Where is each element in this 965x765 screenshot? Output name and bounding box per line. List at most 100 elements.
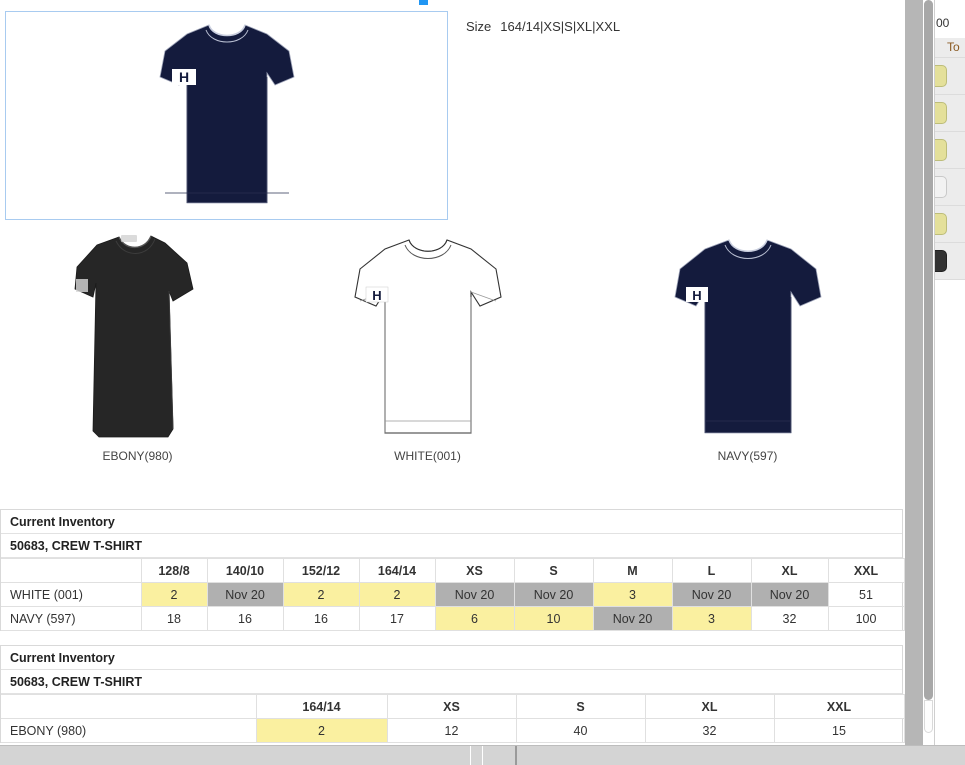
list-item[interactable] — [935, 95, 965, 132]
inventory-2-grid: 164/14 XS S XL XXL EBONY (980) 2 12 40 3… — [1, 694, 905, 743]
inventory-1-title: Current Inventory — [1, 510, 902, 534]
inventory-1-header-row: 128/8 140/10 152/12 164/14 XS S M L XL X… — [1, 558, 905, 583]
cell-navy-xs[interactable]: 6 — [434, 606, 515, 631]
cell-white-l[interactable]: Nov 20 — [671, 582, 752, 607]
thumbnail-ebony-caption: EBONY(980) — [102, 449, 173, 463]
inventory-1-subtitle: 50683, CREW T-SHIRT — [1, 534, 902, 558]
cell-white-s[interactable]: Nov 20 — [513, 582, 594, 607]
cell-navy-xl[interactable]: 32 — [750, 606, 829, 631]
inventory-table-1: Current Inventory 50683, CREW T-SHIRT 12… — [0, 509, 905, 631]
row-label-navy: NAVY (597) — [1, 606, 142, 631]
col-head-164-14: 164/14 — [358, 558, 436, 583]
list-item[interactable] — [935, 169, 965, 206]
adjacent-panel-partial: 00 To — [934, 0, 965, 745]
inventory-1-grid: 128/8 140/10 152/12 164/14 XS S M L XL X… — [1, 558, 905, 631]
status-badge — [935, 176, 947, 198]
cell-navy-l[interactable]: 3 — [671, 606, 752, 631]
svg-text:H: H — [178, 69, 188, 85]
size-label: Size — [466, 19, 492, 34]
cell-navy-152-12[interactable]: 16 — [282, 606, 360, 631]
cell-white-xl[interactable]: Nov 20 — [750, 582, 829, 607]
col-head-xs: XS — [434, 558, 515, 583]
panel-partial-header: To — [935, 38, 965, 58]
scrollbar-thumb[interactable] — [924, 0, 933, 700]
thumbnail-navy-caption: NAVY(597) — [717, 449, 778, 463]
col-head-l: L — [671, 558, 752, 583]
cell-ebony-164-14[interactable]: 2 — [255, 718, 388, 743]
content-vertical-scrollbar[interactable] — [923, 0, 934, 745]
inventory-table-2: Current Inventory 50683, CREW T-SHIRT 16… — [0, 645, 905, 743]
status-badge — [935, 213, 947, 235]
hscroll-divider-3 — [515, 746, 517, 765]
row-label-white: WHITE (001) — [1, 582, 142, 607]
status-badge — [935, 65, 947, 87]
size-value: 164/14|XS|S|XL|XXL — [500, 19, 621, 34]
table-row: EBONY (980) 2 12 40 32 15 — [1, 718, 905, 743]
col-head-128-8: 128/8 — [140, 558, 208, 583]
image-selection-marker — [419, 0, 428, 5]
col2-head-xl: XL — [644, 694, 775, 719]
featured-product-image: H — [157, 17, 297, 215]
hscroll-segment-mid1[interactable] — [471, 746, 482, 765]
cell-white-152-12[interactable]: 2 — [282, 582, 360, 607]
list-item[interactable] — [935, 58, 965, 95]
hscroll-divider-2 — [482, 746, 483, 765]
col-head-xxl: XXL — [827, 558, 905, 583]
cell-navy-s[interactable]: 10 — [513, 606, 594, 631]
cell-ebony-xs[interactable]: 12 — [386, 718, 517, 743]
cell-white-xxl[interactable]: 51 — [827, 582, 905, 607]
window-chrome-right — [905, 0, 923, 745]
col-head-m: M — [592, 558, 673, 583]
hscroll-segment-left[interactable] — [0, 746, 470, 765]
svg-text:H: H — [372, 288, 381, 303]
col-head-xl: XL — [750, 558, 829, 583]
cell-white-xs[interactable]: Nov 20 — [434, 582, 515, 607]
cell-navy-128-8[interactable]: 18 — [140, 606, 208, 631]
color-variant-thumbnails: EBONY(980) H WHITE(001) — [0, 228, 905, 478]
cell-navy-m[interactable]: Nov 20 — [592, 606, 673, 631]
col2-head-xxl: XXL — [773, 694, 905, 719]
cell-white-164-14[interactable]: 2 — [358, 582, 436, 607]
thumbnail-navy[interactable]: H NAVY(597) — [650, 228, 845, 463]
list-item[interactable] — [935, 132, 965, 169]
table-row: WHITE (001) 2 Nov 20 2 2 Nov 20 Nov 20 3… — [1, 582, 905, 607]
featured-product-image-box[interactable]: H — [5, 11, 448, 220]
hscroll-segment-right[interactable] — [517, 746, 965, 765]
thumbnail-white-image: H — [330, 228, 525, 443]
table-row: NAVY (597) 18 16 16 17 6 10 Nov 20 3 32 … — [1, 606, 905, 631]
inventory-2-title: Current Inventory — [1, 646, 902, 670]
col-head-s: S — [513, 558, 594, 583]
col2-head-blank — [1, 694, 257, 719]
cell-white-m[interactable]: 3 — [592, 582, 673, 607]
col2-head-xs: XS — [386, 694, 517, 719]
scrollbar-track-end[interactable] — [924, 700, 933, 733]
thumbnail-ebony[interactable]: EBONY(980) — [40, 228, 235, 463]
col2-head-164-14: 164/14 — [255, 694, 388, 719]
list-item[interactable] — [935, 206, 965, 243]
cell-white-128-8[interactable]: 2 — [140, 582, 208, 607]
inventory-2-subtitle: 50683, CREW T-SHIRT — [1, 670, 902, 694]
hscroll-divider-1 — [470, 746, 471, 765]
thumbnail-ebony-image — [40, 228, 235, 443]
cell-white-140-10[interactable]: Nov 20 — [206, 582, 284, 607]
panel-partial-number: 00 — [936, 16, 950, 30]
status-badge — [935, 250, 947, 272]
panel-partial-rows — [935, 58, 965, 280]
cell-ebony-xxl[interactable]: 15 — [773, 718, 905, 743]
list-item[interactable] — [935, 243, 965, 280]
col-head-152-12: 152/12 — [282, 558, 360, 583]
inventory-2-header-row: 164/14 XS S XL XXL — [1, 694, 905, 719]
size-info: Size 164/14|XS|S|XL|XXL — [466, 19, 620, 34]
hscroll-segment-mid2[interactable] — [483, 746, 515, 765]
thumbnail-white[interactable]: H WHITE(001) — [330, 228, 525, 463]
thumbnail-navy-image: H — [650, 228, 845, 443]
cell-ebony-xl[interactable]: 32 — [644, 718, 775, 743]
cell-ebony-s[interactable]: 40 — [515, 718, 646, 743]
cell-navy-164-14[interactable]: 17 — [358, 606, 436, 631]
cell-navy-140-10[interactable]: 16 — [206, 606, 284, 631]
row-label-ebony: EBONY (980) — [1, 718, 257, 743]
thumbnail-white-caption: WHITE(001) — [394, 449, 461, 463]
cell-navy-xxl[interactable]: 100 — [827, 606, 905, 631]
status-badge — [935, 139, 947, 161]
